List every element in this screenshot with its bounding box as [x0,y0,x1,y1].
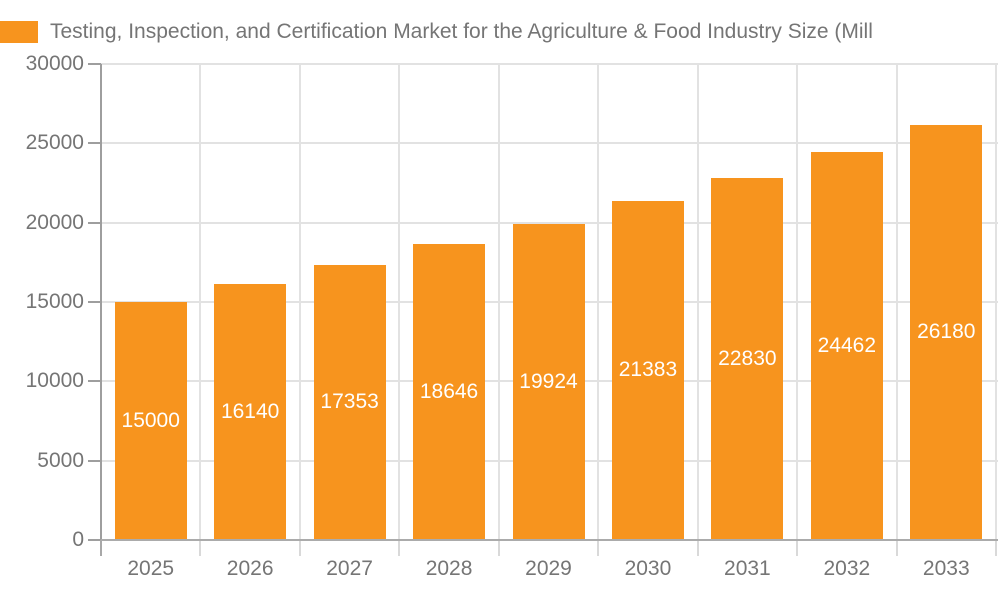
x-gridline [199,64,202,540]
bar-value-label: 18646 [419,380,479,404]
bar[interactable] [413,244,486,540]
bar-value-label: 15000 [121,409,180,432]
x-axis-tick [597,540,600,556]
legend-label: Testing, Inspection, and Certification M… [50,21,873,43]
x-axis-tick [796,540,799,556]
bar[interactable] [910,124,983,540]
y-axis-tick [88,459,101,462]
x-axis-tick [199,540,202,556]
bar[interactable] [611,200,684,540]
x-axis-line [101,539,998,541]
x-axis-tick [696,540,699,556]
x-axis-label: 2025 [127,557,175,580]
x-axis-label: 2027 [326,557,373,580]
y-axis-line [100,64,102,540]
x-axis-label: 2031 [724,557,771,580]
x-axis-label: 2032 [823,557,871,580]
x-axis-label: 2028 [425,557,473,580]
x-axis-label: 2030 [624,557,672,580]
x-gridline [895,64,898,540]
bar-value-label: 17353 [320,390,379,414]
y-gridline [101,63,998,65]
y-axis-tick [88,539,101,541]
y-axis-label: 15000 [25,290,84,313]
x-axis-tick [995,540,997,556]
legend-swatch [0,21,38,43]
x-gridline [796,64,799,540]
bar[interactable] [810,151,883,540]
x-gridline [995,64,997,540]
x-gridline [298,64,301,540]
bar-value-label: 19924 [519,369,578,393]
x-gridline [597,64,600,540]
bar-value-label: 24462 [817,333,877,357]
x-axis-label: 2029 [525,557,572,580]
x-gridline [398,64,401,540]
y-gridline [101,221,998,224]
y-axis-tick [88,221,101,224]
legend-item[interactable]: Testing, Inspection, and Certification M… [0,21,1000,43]
y-axis-label: 25000 [25,131,84,155]
y-axis-label: 20000 [25,210,84,234]
x-gridline [696,64,699,540]
x-gridline [497,64,500,540]
y-axis-label: 10000 [25,369,84,393]
x-axis-tick [895,540,898,556]
y-axis-tick [88,142,101,145]
x-axis-tick [497,540,500,556]
y-axis-tick [88,301,101,303]
y-axis-label: 5000 [37,448,84,472]
x-axis-label: 2033 [922,557,970,580]
bar-value-label: 21383 [618,358,678,382]
x-axis-tick [100,540,102,556]
bar[interactable] [114,302,187,540]
bar-value-label: 22830 [718,346,777,370]
y-axis-tick [88,380,101,383]
bar[interactable] [512,223,585,540]
x-axis-tick [398,540,401,556]
x-axis-label: 2026 [226,557,274,580]
y-axis-tick [88,63,101,65]
bar[interactable] [313,264,386,540]
bar[interactable] [214,283,287,540]
y-axis-label: 30000 [25,52,84,75]
y-gridline [101,142,998,145]
bar-value-label: 16140 [220,399,280,423]
bar-value-label: 26180 [917,320,976,344]
y-axis-label: 0 [72,528,84,551]
x-axis-tick [298,540,301,556]
bar[interactable] [711,177,784,540]
